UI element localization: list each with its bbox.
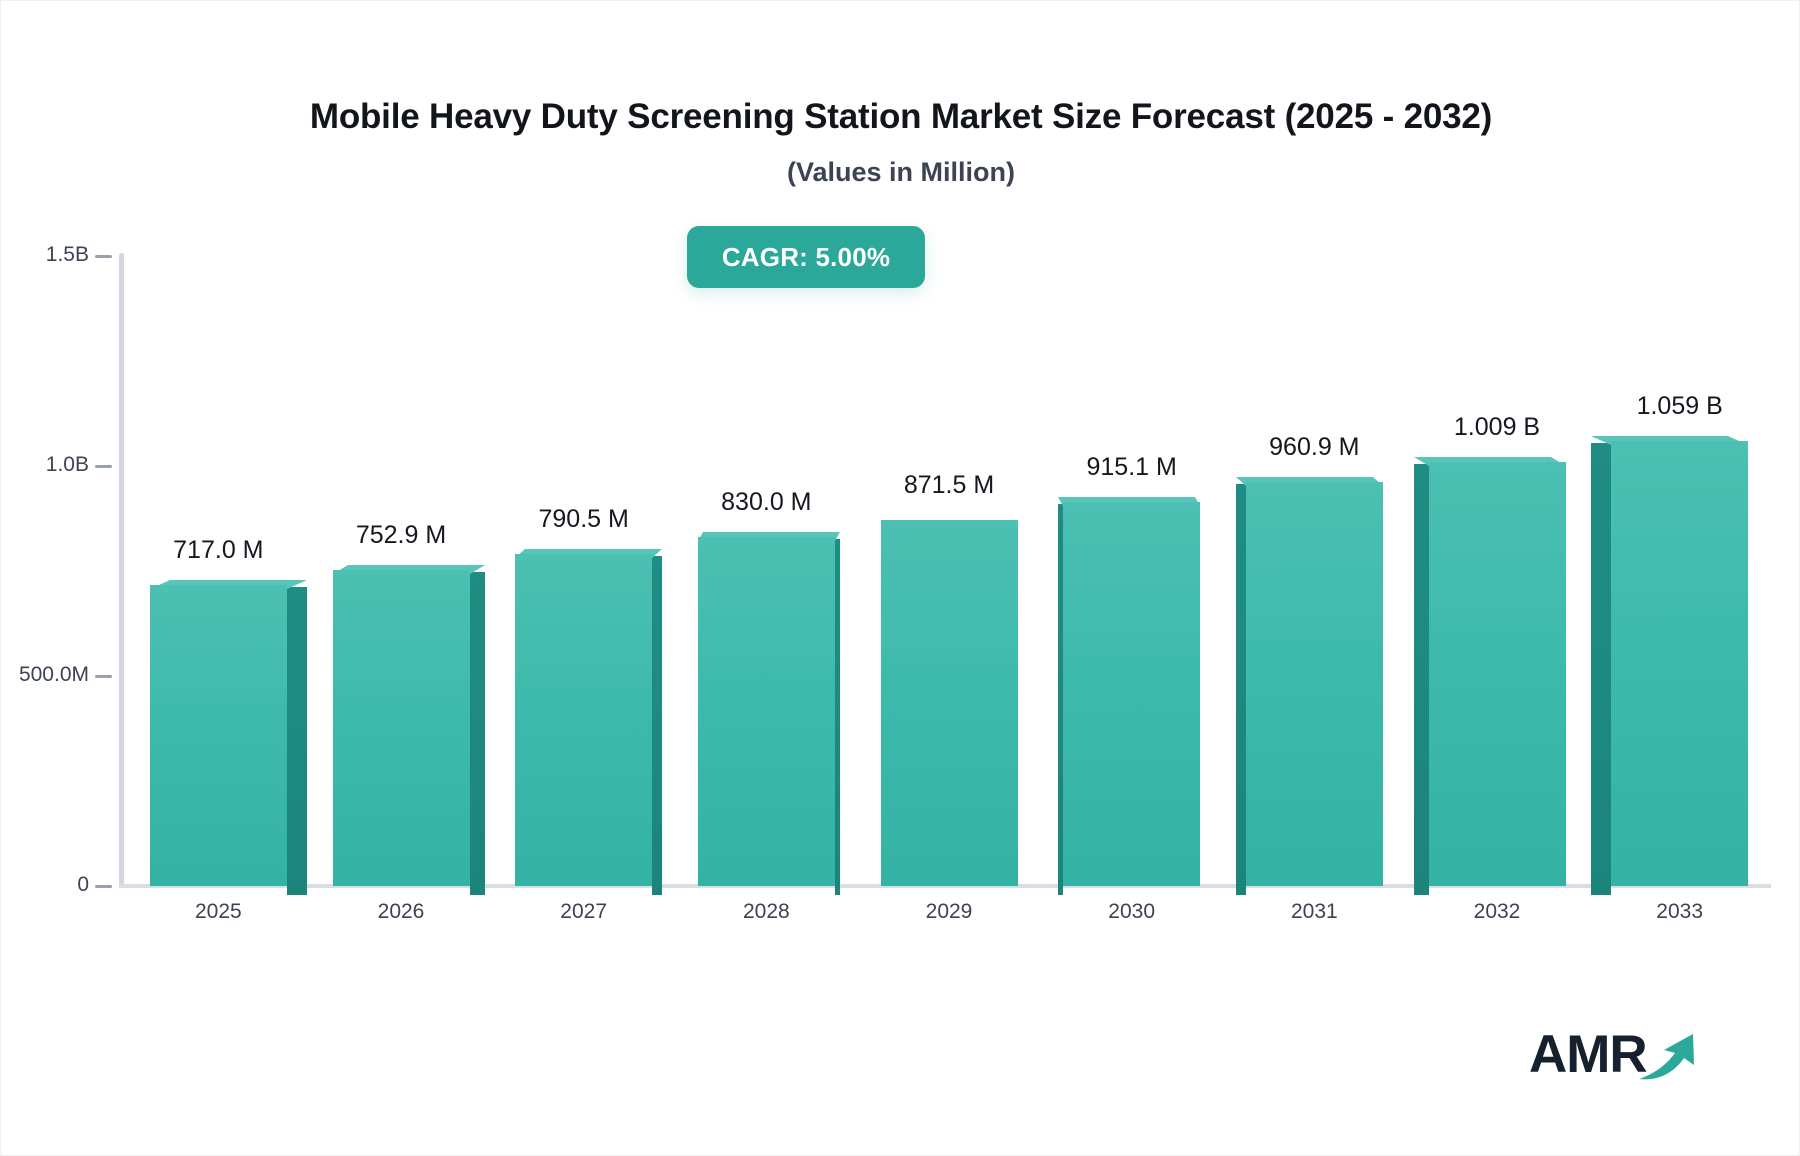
amr-logo-text: AMR [1529, 1025, 1648, 1084]
x-tick-label: 2026 [377, 900, 425, 923]
bar-top-cap [515, 545, 663, 558]
bar-side-face [652, 555, 663, 895]
y-tick-mark [95, 675, 112, 678]
bar-front-face [1245, 482, 1383, 886]
bar-front-face [1611, 441, 1749, 886]
y-tick-label: 1.0B [45, 453, 89, 476]
bar-side-face [469, 571, 485, 895]
x-tick-label: 2031 [1290, 900, 1338, 923]
bar-value-label: 717.0 M [173, 535, 264, 564]
bar-side-face [1591, 443, 1612, 895]
bar-value-label: 915.1 M [1086, 452, 1177, 481]
bar-front-face [1063, 501, 1201, 886]
bar-front-face [515, 553, 653, 886]
bar-top-cap [697, 528, 840, 542]
bar-top-cap [149, 576, 307, 589]
title-block: Mobile Heavy Duty Screening Station Mark… [1, 97, 1800, 188]
bar-front-face [149, 584, 287, 886]
page-title: Mobile Heavy Duty Screening Station Mark… [309, 97, 1493, 136]
x-tick-label: 2030 [1108, 900, 1156, 923]
bar-side-face [1413, 464, 1429, 895]
y-tick-mark [95, 255, 112, 258]
bar-top-cap [1413, 453, 1566, 467]
cagr-badge: CAGR: 5.00% [687, 226, 925, 288]
chart-subtitle: (Values in Million) [786, 157, 1016, 188]
bar-front-face [880, 519, 1018, 886]
bar-top-cap [332, 561, 485, 574]
bar-front-face [697, 537, 835, 886]
bar-top-cap [1058, 493, 1201, 506]
x-tick-label: 2027 [560, 900, 608, 923]
y-tick-mark [95, 885, 112, 888]
bar-front-face [1428, 462, 1566, 886]
bar-side-face [834, 539, 840, 895]
bar-top-cap [1235, 473, 1383, 487]
x-axis-line [119, 884, 1771, 888]
bar-value-label: 960.9 M [1269, 433, 1360, 462]
bar-value-label: 830.0 M [721, 488, 812, 517]
bar-top-cap [1591, 432, 1749, 446]
x-tick-label: 2032 [1473, 900, 1521, 923]
y-tick-label: 0 [77, 873, 89, 896]
y-tick-label: 500.0M [18, 663, 89, 686]
x-tick-label: 2028 [742, 900, 790, 923]
amr-logo: AMR [1529, 1021, 1699, 1088]
bar-value-label: 1.009 B [1453, 413, 1541, 442]
bar-side-face [286, 586, 307, 895]
y-axis-line [119, 253, 124, 886]
x-tick-label: 2033 [1656, 900, 1704, 923]
bar-front-face [332, 569, 470, 886]
x-tick-label: 2029 [925, 900, 973, 923]
y-tick-label: 1.5B [45, 243, 89, 266]
y-tick-mark [95, 465, 112, 468]
bar-value-label: 871.5 M [903, 470, 995, 499]
trending-up-arrow-icon [1637, 1031, 1699, 1088]
bar-side-face [1235, 484, 1246, 895]
cagr-badge-label: CAGR: 5.00% [721, 241, 891, 272]
bar-value-label: 1.059 B [1636, 392, 1723, 421]
bar-side-face [1058, 503, 1064, 895]
x-tick-label: 2025 [194, 900, 242, 923]
bar-value-label: 790.5 M [538, 504, 629, 533]
bar-value-label: 752.9 M [355, 520, 447, 549]
